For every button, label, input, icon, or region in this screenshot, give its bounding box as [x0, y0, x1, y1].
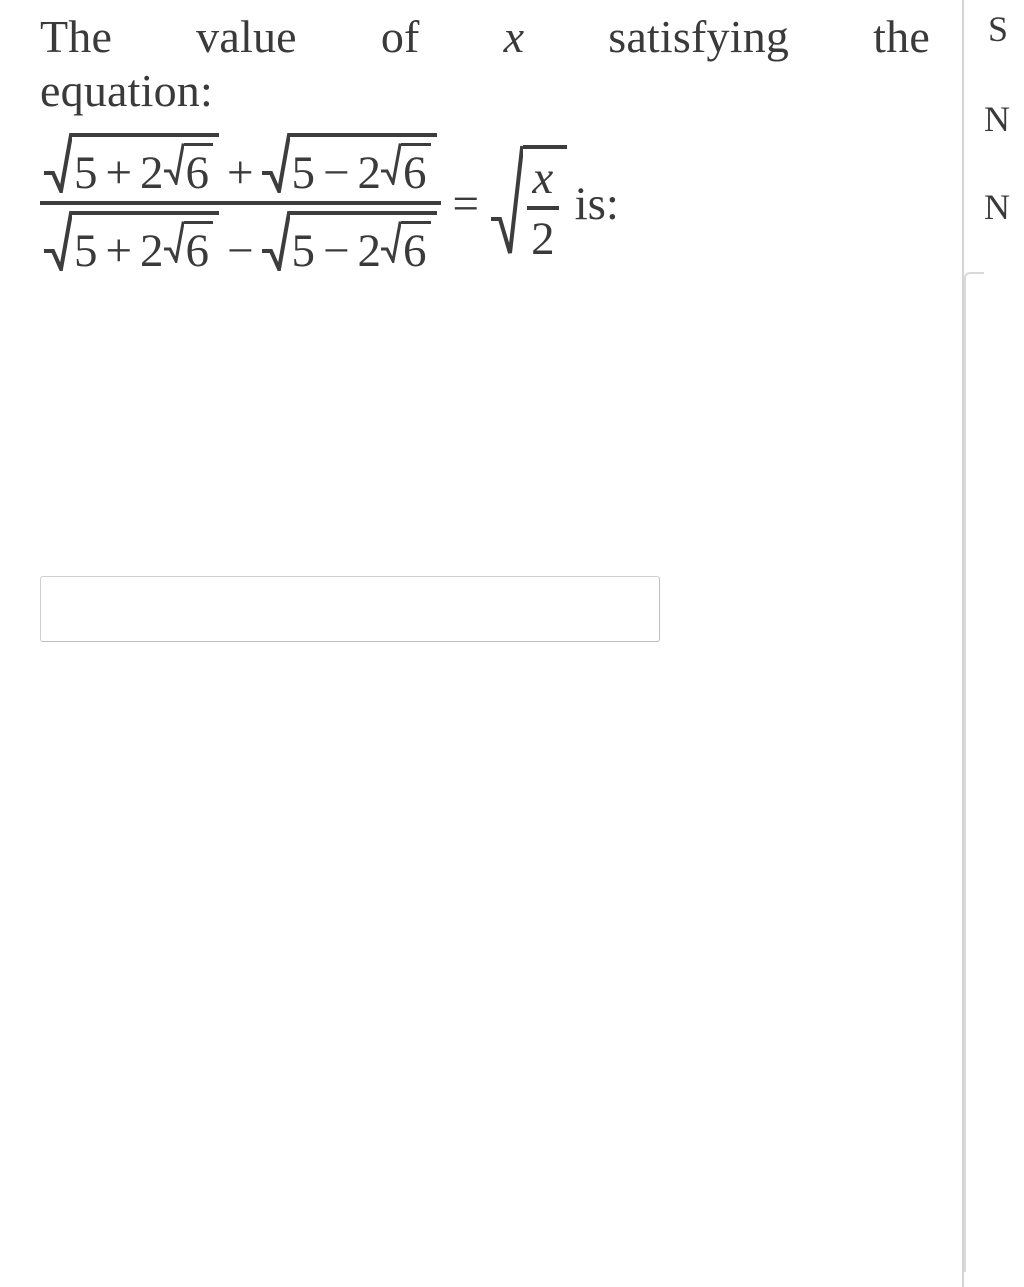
- answer-input[interactable]: [40, 576, 660, 642]
- cropped-side-text-n-1: N: [984, 98, 1010, 140]
- rhs-radical: x 2: [491, 145, 567, 263]
- radical-icon: [44, 211, 72, 271]
- lhs-denominator: 5 + 2 6 − 5: [40, 211, 441, 275]
- big-radical: 5 − 2 6: [262, 133, 437, 197]
- inner-radical: 6: [164, 143, 214, 197]
- radical-icon: [164, 143, 184, 185]
- radical-icon: [164, 221, 184, 263]
- question-text: The value of x satisfying the equation:: [40, 10, 930, 119]
- word: The: [40, 10, 112, 64]
- cropped-side-text-s: S: [988, 8, 1008, 50]
- term: 5: [74, 150, 98, 197]
- radical-icon: [262, 211, 290, 271]
- lhs-fraction: 5 + 2 6 + 5: [40, 133, 441, 275]
- variable-x: x: [504, 10, 525, 64]
- rhs-denominator: 2: [527, 216, 559, 263]
- term: 2: [140, 150, 164, 197]
- minus-sign: −: [219, 228, 262, 275]
- term: 6: [403, 150, 427, 197]
- question-line-2: equation:: [40, 64, 930, 118]
- plus-sign: +: [98, 150, 141, 197]
- equation-trailing-text: is:: [575, 177, 619, 231]
- term: 6: [403, 228, 427, 275]
- plus-sign: +: [219, 150, 262, 197]
- cropped-side-panel: [964, 272, 984, 1272]
- word: satisfying: [608, 10, 789, 64]
- minus-sign: −: [315, 150, 358, 197]
- question-block: The value of x satisfying the equation: …: [40, 10, 930, 275]
- inner-radical: 6: [381, 143, 431, 197]
- term: 5: [292, 150, 316, 197]
- fraction-bar: [40, 201, 441, 205]
- plus-sign: +: [98, 228, 141, 275]
- question-line-1: The value of x satisfying the: [40, 10, 930, 64]
- term: 2: [358, 228, 382, 275]
- equals-sign: =: [453, 177, 480, 231]
- radical-icon: [44, 133, 72, 193]
- equation: 5 + 2 6 + 5: [40, 133, 930, 275]
- minus-sign: −: [315, 228, 358, 275]
- term: 5: [292, 228, 316, 275]
- term: 2: [358, 150, 382, 197]
- word: value: [196, 10, 297, 64]
- word: the: [873, 10, 930, 64]
- cropped-side-text-n-2: N: [984, 186, 1010, 228]
- radical-icon: [381, 221, 401, 263]
- term: 5: [74, 228, 98, 275]
- word: of: [381, 10, 420, 64]
- big-radical: 5 − 2 6: [262, 211, 437, 275]
- radical-icon: [491, 145, 523, 257]
- big-radical: 5 + 2 6: [44, 211, 219, 275]
- fraction-bar: [527, 206, 559, 210]
- rhs-fraction: x 2: [527, 155, 559, 263]
- radical-icon: [262, 133, 290, 193]
- lhs-numerator: 5 + 2 6 + 5: [40, 133, 441, 197]
- inner-radical: 6: [164, 221, 214, 275]
- radical-icon: [381, 143, 401, 185]
- rhs-numerator: x: [528, 155, 557, 202]
- term: 6: [186, 228, 210, 275]
- big-radical: 5 + 2 6: [44, 133, 219, 197]
- term: 6: [186, 150, 210, 197]
- term: 2: [140, 228, 164, 275]
- inner-radical: 6: [381, 221, 431, 275]
